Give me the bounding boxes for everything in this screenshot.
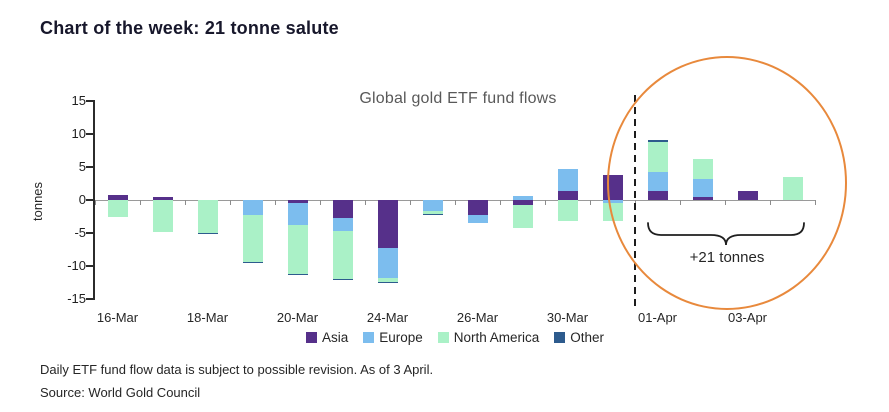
x-tick-mark xyxy=(544,200,546,205)
bar-segment-north-america xyxy=(377,278,398,282)
x-tick-mark xyxy=(409,200,411,205)
y-tick-mark xyxy=(86,232,94,235)
x-tick-label: 03-Apr xyxy=(727,310,768,325)
bar-segment-asia xyxy=(287,200,308,203)
bar-segment-north-america xyxy=(197,200,218,234)
y-tick-label: 0 xyxy=(78,192,86,207)
bar-segment-asia xyxy=(512,200,533,206)
bar-segment-north-america xyxy=(152,200,173,232)
bar-segment-north-america xyxy=(287,225,308,274)
x-tick-mark xyxy=(229,200,231,205)
bar-segment-asia xyxy=(467,200,488,216)
x-tick-mark xyxy=(139,200,141,205)
legend-label: Europe xyxy=(379,330,423,345)
bar-segment-asia xyxy=(377,200,398,248)
bar-segment-other xyxy=(287,273,308,275)
footnote-revision: Daily ETF fund flow data is subject to p… xyxy=(40,362,434,377)
x-tick-label: 30-Mar xyxy=(546,310,589,325)
y-tick-mark xyxy=(86,298,94,301)
bar-segment-north-america xyxy=(107,200,128,218)
x-tick-label: 16-Mar xyxy=(96,310,139,325)
bar-segment-asia xyxy=(152,197,173,200)
bar-segment-other xyxy=(197,233,218,235)
y-tick-label: -5 xyxy=(74,225,86,241)
x-tick-label: 24-Mar xyxy=(366,310,409,325)
x-tick-mark xyxy=(454,200,456,205)
x-tick-label: 26-Mar xyxy=(456,310,499,325)
legend-label: North America xyxy=(453,330,540,345)
bar-segment-europe xyxy=(422,200,443,212)
x-tick-mark xyxy=(274,200,276,205)
x-tick-mark xyxy=(589,200,591,205)
bar-segment-europe xyxy=(467,215,488,223)
x-tick-mark xyxy=(499,200,501,205)
bar-segment-asia xyxy=(107,194,128,200)
brace-annotation-label: +21 tonnes xyxy=(689,249,765,266)
bar-segment-other xyxy=(242,261,263,263)
bar-segment-europe xyxy=(332,217,353,232)
bar-segment-asia xyxy=(557,190,578,200)
bar-segment-asia xyxy=(332,200,353,218)
brace-annotation xyxy=(647,222,805,246)
bar-segment-north-america xyxy=(512,205,533,228)
y-tick-mark xyxy=(86,199,94,201)
footnote-source: Source: World Gold Council xyxy=(40,385,201,400)
bar-segment-other xyxy=(332,278,353,281)
bar-segment-north-america xyxy=(422,211,443,214)
x-tick-mark xyxy=(319,200,321,205)
y-tick-mark xyxy=(86,265,94,268)
etf-fund-flows-chart: Global gold ETF fund flows tonnes 15 10 5 0… xyxy=(30,56,847,345)
bar-segment-europe xyxy=(242,200,263,216)
x-tick-label: 18-Mar xyxy=(186,310,229,325)
highlight-circle xyxy=(607,56,847,310)
y-axis-line xyxy=(93,100,95,300)
legend-item-asia: Asia xyxy=(305,330,349,345)
x-tick-mark xyxy=(184,200,186,205)
y-tick-label: -10 xyxy=(67,258,86,274)
chart-title: Global gold ETF fund flows xyxy=(359,90,557,107)
legend-item-europe: Europe xyxy=(363,330,423,345)
legend-swatch xyxy=(363,332,375,343)
y-tick-mark xyxy=(86,165,94,168)
bar-segment-other xyxy=(377,281,398,283)
x-tick-mark xyxy=(94,200,96,205)
bar-segment-europe xyxy=(377,247,398,279)
bar-segment-europe xyxy=(512,196,533,200)
page-title: Chart of the week: 21 tonne salute xyxy=(40,18,339,38)
bar-segment-north-america xyxy=(242,215,263,262)
y-tick-label: 10 xyxy=(71,125,86,141)
y-tick-label: -15 xyxy=(67,291,86,307)
bar-segment-other xyxy=(422,213,443,216)
legend: Asia Europe North America Other xyxy=(95,330,815,345)
legend-item-north-america: North America xyxy=(437,330,540,345)
legend-swatch xyxy=(305,332,317,343)
x-tick-mark xyxy=(364,200,366,205)
bar-segment-europe xyxy=(557,168,578,191)
y-tick-label: 15 xyxy=(71,92,86,108)
y-tick-mark xyxy=(86,132,94,135)
y-tick-mark xyxy=(86,99,94,102)
legend-swatch xyxy=(554,332,566,343)
bar-segment-north-america xyxy=(332,231,353,279)
legend-item-other: Other xyxy=(554,330,604,345)
legend-label: Other xyxy=(570,330,605,345)
bar-segment-europe xyxy=(287,202,308,226)
y-tick-label: 5 xyxy=(78,158,86,174)
x-tick-label: 20-Mar xyxy=(276,310,319,325)
bar-segment-north-america xyxy=(557,200,578,221)
legend-label: Asia xyxy=(321,330,349,345)
x-tick-label: 01-Apr xyxy=(637,310,678,325)
legend-swatch xyxy=(437,332,449,343)
